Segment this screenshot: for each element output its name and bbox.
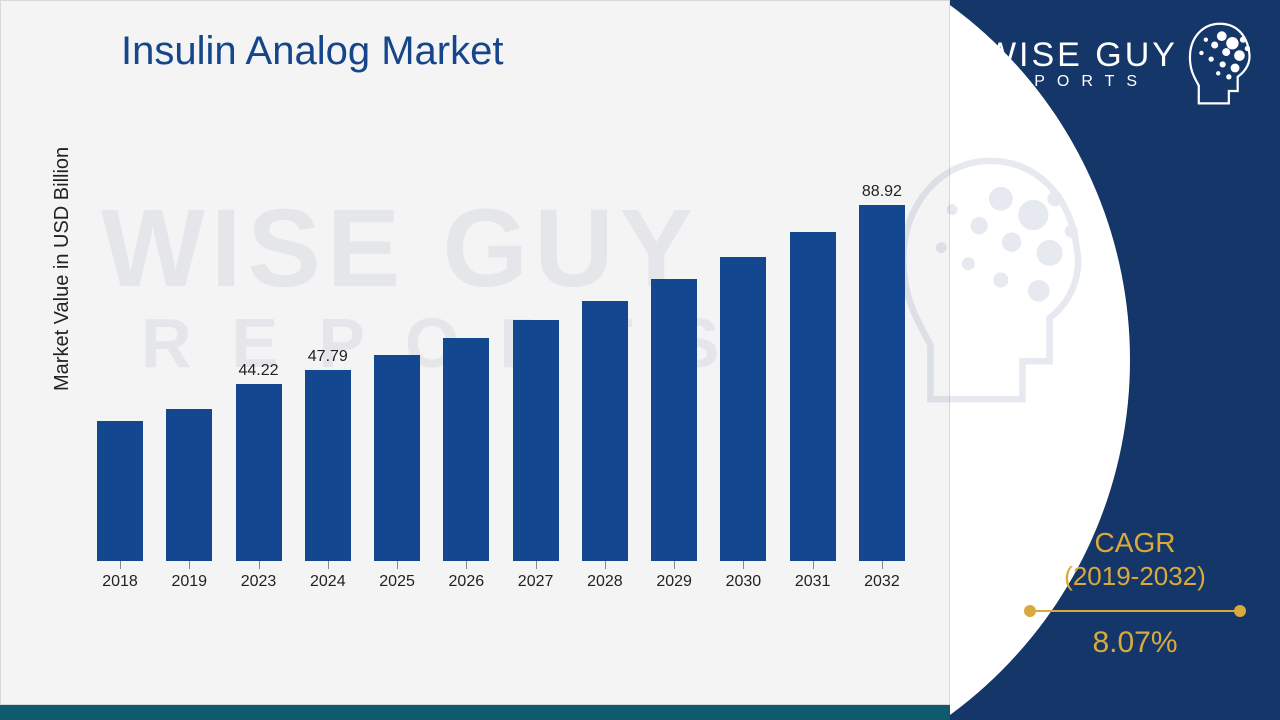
bar-wrap: 47.79 xyxy=(299,370,357,561)
bar-wrap xyxy=(437,338,495,561)
logo-line1: WISE GUY xyxy=(984,38,1178,72)
bar xyxy=(166,409,212,561)
bar xyxy=(582,301,628,561)
logo-line2: REPORTS xyxy=(988,74,1178,90)
logo-head-icon xyxy=(1184,22,1256,106)
bar-wrap xyxy=(160,409,218,561)
cagr-period: (2019-2032) xyxy=(1020,561,1250,592)
x-tick: 2028 xyxy=(576,561,634,591)
bar xyxy=(443,338,489,561)
bar xyxy=(790,232,836,561)
bar-wrap xyxy=(368,355,426,561)
bar-wrap xyxy=(784,232,842,561)
bars-container: 44.2247.7988.92 xyxy=(91,161,911,561)
x-axis: 2018 2019 2023 2024 2025 2026 2027 2028 2029 2030… xyxy=(91,561,911,591)
bar xyxy=(305,370,351,561)
bar-wrap: 44.22 xyxy=(230,384,288,561)
bar xyxy=(513,320,559,561)
cagr-callout: CAGR (2019-2032) 8.07% xyxy=(1020,527,1250,660)
bar-wrap xyxy=(714,257,772,561)
chart-panel: WISE GUY REPORTS Insulin Analog Market M… xyxy=(0,0,950,705)
x-tick: 2019 xyxy=(160,561,218,591)
bar-wrap: 88.92 xyxy=(853,205,911,561)
bar-wrap xyxy=(507,320,565,561)
x-tick: 2025 xyxy=(368,561,426,591)
x-tick: 2031 xyxy=(784,561,842,591)
bar xyxy=(651,279,697,561)
bar-plot: 44.2247.7988.92 xyxy=(91,161,911,561)
x-tick: 2027 xyxy=(507,561,565,591)
infographic-canvas: WISE GUY REPORTS Insulin Analog Market M… xyxy=(0,0,1280,720)
x-tick: 2018 xyxy=(91,561,149,591)
x-tick: 2026 xyxy=(437,561,495,591)
x-tick: 2029 xyxy=(645,561,703,591)
x-tick: 2030 xyxy=(714,561,772,591)
cagr-label: CAGR xyxy=(1020,527,1250,559)
cagr-value: 8.07% xyxy=(1020,626,1250,660)
bar xyxy=(97,421,143,561)
bar-value-label: 47.79 xyxy=(308,348,348,366)
bar-wrap xyxy=(576,301,634,561)
x-tick: 2024 xyxy=(299,561,357,591)
bar xyxy=(236,384,282,561)
chart-title: Insulin Analog Market xyxy=(121,29,503,74)
bar-wrap xyxy=(91,421,149,561)
x-tick: 2032 xyxy=(853,561,911,591)
bar-value-label: 88.92 xyxy=(862,183,902,201)
bar xyxy=(720,257,766,561)
x-tick: 2023 xyxy=(230,561,288,591)
bar-wrap xyxy=(645,279,703,561)
brand-logo: WISE GUY REPORTS xyxy=(966,22,1256,106)
y-axis-label: Market Value in USD Billion xyxy=(51,147,74,391)
bar-value-label: 44.22 xyxy=(239,362,279,380)
bar xyxy=(859,205,905,561)
cagr-divider xyxy=(1030,610,1240,612)
bar xyxy=(374,355,420,561)
bottom-accent-strip xyxy=(0,705,950,720)
